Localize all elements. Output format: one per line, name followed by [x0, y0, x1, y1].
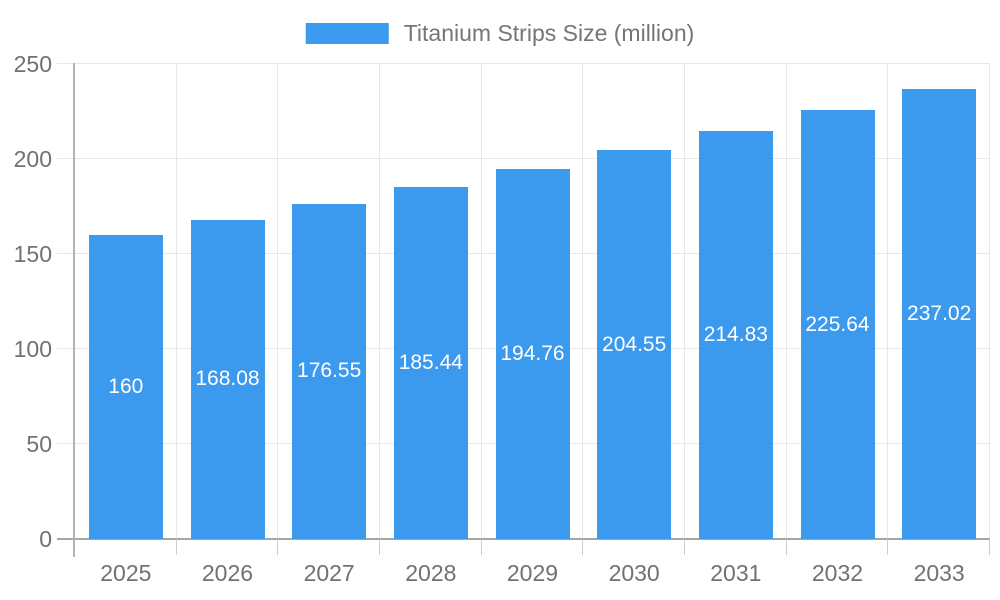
x-axis-label: 2033: [913, 560, 965, 586]
x-axis-label: 2025: [100, 560, 152, 586]
gridline-v: [379, 64, 380, 539]
y-axis-label: 0: [39, 526, 52, 552]
bar-value-label: 225.64: [805, 312, 870, 336]
x-axis-line: [57, 538, 990, 540]
bar[interactable]: 168.08: [190, 219, 265, 539]
gridline-v: [277, 64, 279, 539]
legend-swatch-icon: [305, 22, 389, 44]
gridline-h: [57, 158, 990, 159]
x-axis-label: 2031: [710, 560, 762, 586]
x-axis-label: 2026: [201, 560, 254, 586]
bar-value-label: 194.76: [500, 341, 565, 365]
x-axis-label: 2029: [506, 560, 559, 586]
axis-tick: [277, 539, 279, 555]
bar[interactable]: 214.83: [698, 130, 773, 539]
bar[interactable]: 237.02: [902, 88, 977, 539]
x-axis-label: 2032: [811, 560, 864, 586]
bar-value-label: 160: [108, 375, 144, 398]
x-axis-label: 2028: [405, 560, 457, 586]
gridline-v: [887, 64, 889, 539]
gridline-h: [57, 63, 990, 64]
gridline-v: [684, 64, 685, 539]
bar-value-label: 237.02: [907, 301, 972, 325]
gridline-v: [582, 64, 584, 539]
y-axis-label: 100: [13, 336, 52, 362]
bar[interactable]: 194.76: [495, 168, 570, 539]
bar[interactable]: 204.55: [597, 150, 672, 539]
axis-tick: [989, 539, 990, 555]
bar-value-label: 204.55: [602, 332, 667, 356]
axis-tick: [175, 539, 177, 555]
gridline-v: [989, 64, 990, 539]
y-axis-label: 150: [13, 241, 52, 267]
axis-tick: [887, 539, 889, 555]
bar[interactable]: 176.55: [292, 203, 367, 539]
legend[interactable]: Titanium Strips Size (million): [305, 20, 695, 46]
legend-label: Titanium Strips Size (million): [403, 20, 695, 46]
axis-tick: [684, 539, 685, 555]
axis-tick: [582, 539, 584, 555]
axis-tick: [785, 539, 787, 555]
bar[interactable]: 225.64: [800, 110, 875, 539]
bar-value-label: 185.44: [398, 350, 463, 374]
bar[interactable]: 160: [88, 235, 163, 539]
y-axis-label: 250: [13, 51, 52, 77]
axis-tick: [379, 539, 380, 555]
y-axis-line: [73, 63, 75, 557]
bar-value-label: 176.55: [297, 359, 362, 383]
bar[interactable]: 185.44: [393, 186, 468, 539]
y-axis-label: 50: [26, 431, 52, 457]
gridline-v: [480, 64, 482, 539]
bar-value-label: 168.08: [195, 367, 260, 391]
gridline-v: [785, 64, 787, 539]
gridline-v: [175, 64, 177, 539]
x-axis-label: 2027: [303, 560, 355, 586]
axis-tick: [480, 539, 482, 555]
y-axis-label: 200: [13, 146, 52, 172]
bar-value-label: 214.83: [703, 322, 768, 346]
x-axis-label: 2030: [608, 560, 660, 586]
